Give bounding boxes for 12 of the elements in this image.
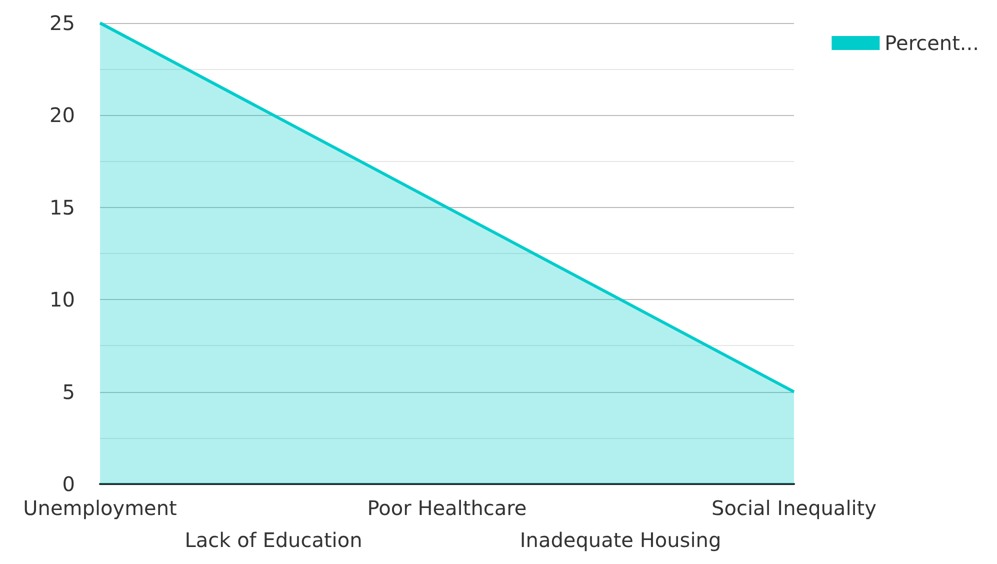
y-tick-label: 25 xyxy=(50,11,75,35)
x-tick-label: Inadequate Housing xyxy=(520,528,722,552)
y-tick-label: 5 xyxy=(62,380,75,404)
y-tick-label: 10 xyxy=(50,288,75,312)
x-tick-label: Poor Healthcare xyxy=(367,496,527,520)
y-tick-label: 0 xyxy=(62,472,75,496)
y-tick-label: 15 xyxy=(50,195,75,220)
x-tick-label: Lack of Education xyxy=(184,528,362,552)
x-tick-label: Unemployment xyxy=(23,496,178,520)
y-tick-label: 20 xyxy=(50,103,75,128)
x-tick-label: Social Inequality xyxy=(712,496,877,520)
legend-label: Percent... xyxy=(884,31,979,55)
